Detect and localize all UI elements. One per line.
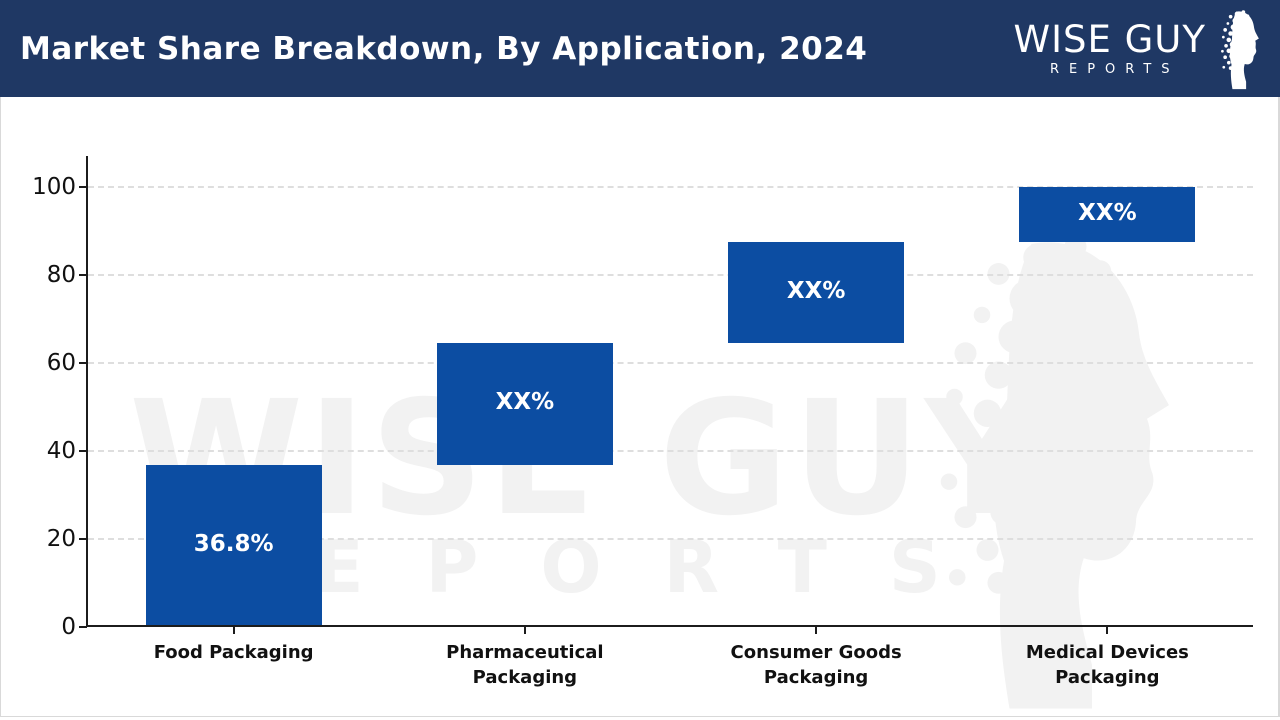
logo-subtitle: REPORTS <box>1049 62 1180 77</box>
bar-segment-pharmaceutical-packaging <box>436 343 613 466</box>
bar-value-label: XX% <box>1078 199 1137 226</box>
y-tick-label: 100 <box>32 174 76 200</box>
x-category-label: Food Packaging <box>153 642 314 663</box>
gridline <box>88 362 1253 364</box>
bar-segment-consumer-goods-packaging <box>728 242 905 344</box>
gridline <box>88 274 1253 276</box>
x-category-label: Consumer Goods Packaging <box>730 642 902 688</box>
x-tick <box>1106 627 1109 634</box>
y-tick <box>79 626 87 628</box>
y-tick <box>79 538 87 540</box>
y-tick <box>79 186 87 188</box>
x-tick <box>232 627 235 634</box>
y-tick <box>79 362 87 364</box>
gridline <box>88 186 1253 188</box>
y-tick-label: 0 <box>61 614 76 640</box>
logo-face-icon <box>1221 9 1259 89</box>
x-tick <box>815 627 818 634</box>
gridline <box>88 538 1253 540</box>
y-tick-label: 20 <box>46 526 76 552</box>
x-axis-line <box>86 625 1253 627</box>
y-tick-label: 60 <box>46 350 76 376</box>
header-bar: Market Share Breakdown, By Application, … <box>0 0 1280 97</box>
wise-guy-logo: WISE GUY REPORTS <box>1014 8 1266 90</box>
x-tick <box>523 627 526 634</box>
bar-segment-food-packaging <box>145 465 322 627</box>
bar-value-label: XX% <box>495 389 555 416</box>
y-tick-label: 40 <box>46 438 76 464</box>
y-tick-label: 80 <box>46 262 76 288</box>
bar-segment-medical-devices-packaging <box>1019 187 1196 242</box>
logo-name: WISE GUY <box>1013 18 1206 61</box>
gridline <box>88 450 1253 452</box>
page-title: Market Share Breakdown, By Application, … <box>20 30 868 67</box>
bar-value-label: XX% <box>786 277 846 304</box>
bar-value-label: 36.8% <box>193 531 274 558</box>
x-category-label: Pharmaceutical Packaging <box>446 642 604 688</box>
logo-text: WISE GUY REPORTS <box>1014 21 1206 76</box>
y-tick <box>79 450 87 452</box>
y-axis-line <box>86 156 88 627</box>
y-tick <box>79 274 87 276</box>
x-category-label: Medical Devices Packaging <box>1025 642 1189 688</box>
